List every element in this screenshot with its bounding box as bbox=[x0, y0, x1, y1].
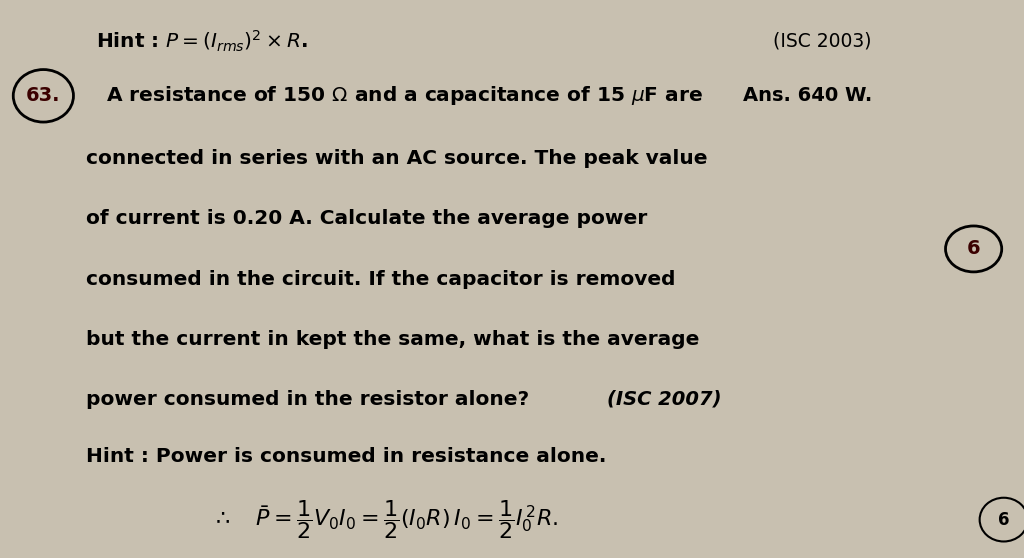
Text: (ISC 2007): (ISC 2007) bbox=[607, 390, 722, 409]
Text: $\therefore \quad \bar{P} = \dfrac{1}{2} V_0 I_0 = \dfrac{1}{2}(I_0 R)\, I_0 = \: $\therefore \quad \bar{P} = \dfrac{1}{2}… bbox=[211, 498, 558, 541]
Text: Hint : $P = (I_{rms})^2 \times R$.: Hint : $P = (I_{rms})^2 \times R$. bbox=[95, 28, 307, 54]
Text: A resistance of 150 $\Omega$ and a capacitance of 15 $\mu$F are: A resistance of 150 $\Omega$ and a capac… bbox=[105, 84, 702, 107]
Text: Ans. 640 W.: Ans. 640 W. bbox=[742, 86, 872, 105]
Text: of current is 0.20 A. Calculate the average power: of current is 0.20 A. Calculate the aver… bbox=[85, 209, 647, 228]
Text: Hint : Power is consumed in resistance alone.: Hint : Power is consumed in resistance a… bbox=[85, 447, 606, 466]
Text: but the current in kept the same, what is the average: but the current in kept the same, what i… bbox=[85, 330, 698, 349]
Text: 63.: 63. bbox=[26, 86, 60, 105]
Text: (ISC 2003): (ISC 2003) bbox=[773, 32, 871, 51]
Text: 6: 6 bbox=[967, 239, 980, 258]
Text: consumed in the circuit. If the capacitor is removed: consumed in the circuit. If the capacito… bbox=[85, 270, 675, 288]
Text: power consumed in the resistor alone?: power consumed in the resistor alone? bbox=[85, 390, 528, 409]
Text: 6: 6 bbox=[998, 511, 1010, 528]
Text: connected in series with an AC source. The peak value: connected in series with an AC source. T… bbox=[85, 149, 707, 168]
